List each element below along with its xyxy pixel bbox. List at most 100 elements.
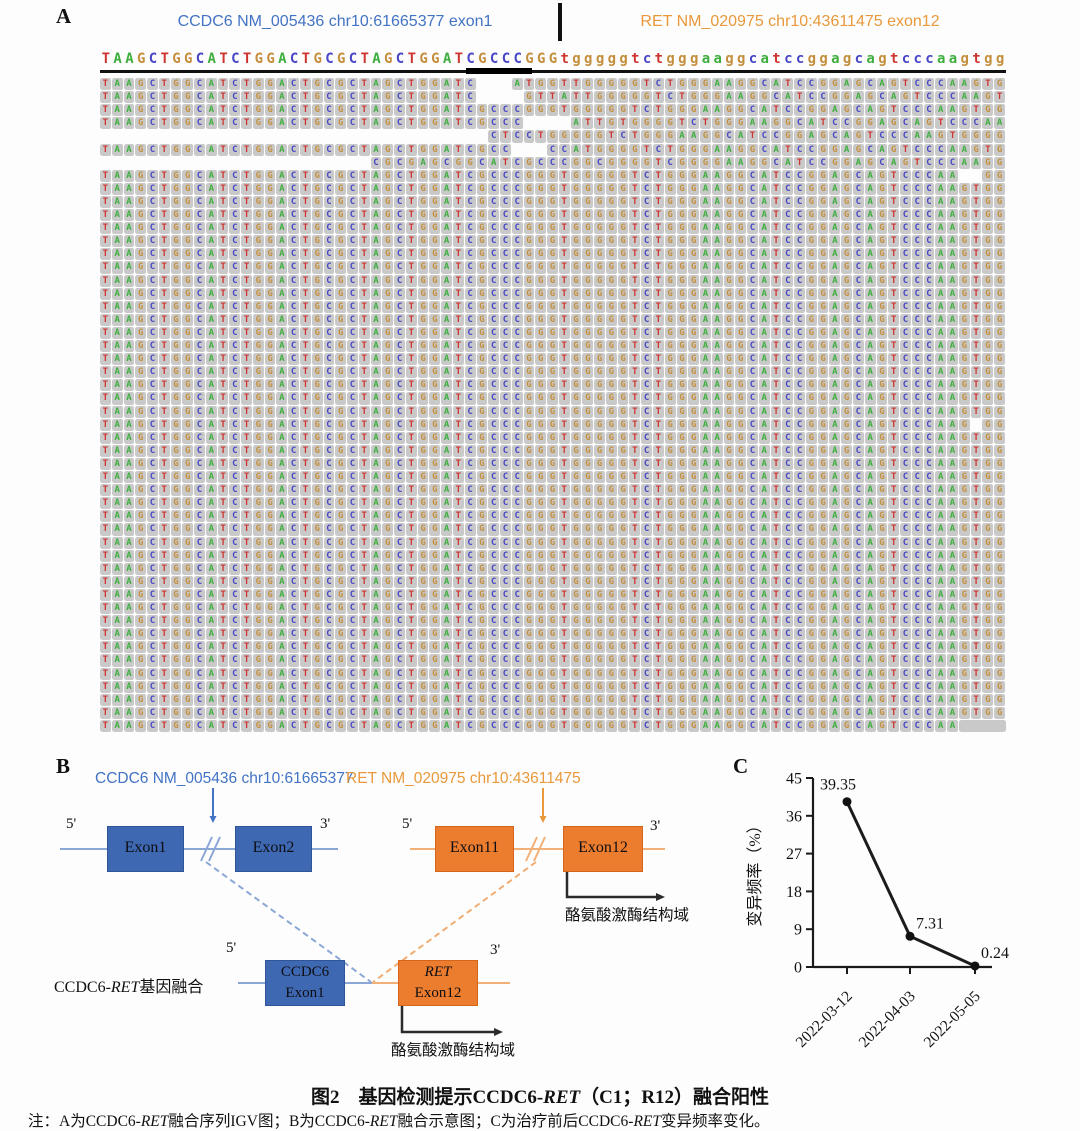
- three-prime-label: 3': [650, 818, 661, 834]
- consensus-base: G: [525, 51, 534, 67]
- consensus-base: a: [937, 51, 946, 67]
- ret-transcript-label: RET NM_020975 chr10:43611475 exon12: [640, 13, 940, 30]
- consensus-base: G: [172, 51, 181, 67]
- consensus-base: g: [984, 51, 993, 67]
- five-prime-label: 5': [402, 816, 413, 832]
- exon1-box: Exon1: [107, 826, 184, 872]
- kinase-arrowhead-top: [656, 893, 665, 901]
- consensus-base: G: [384, 51, 393, 67]
- y-axis-label: 变异频率（%）: [746, 817, 764, 926]
- ret-breakpoint-arrowhead: [539, 816, 547, 823]
- consensus-base: G: [254, 51, 264, 67]
- kinase-domain-arrow-bottom: [400, 1006, 494, 1034]
- three-prime-label: 3': [490, 942, 501, 958]
- consensus-base: g: [584, 51, 593, 67]
- panel-b-label: B: [56, 754, 71, 778]
- y-tick-label: 45: [786, 771, 802, 788]
- consensus-base: T: [219, 51, 228, 67]
- data-point: [842, 797, 852, 807]
- consensus-base: c: [748, 51, 758, 67]
- consensus-base: a: [866, 51, 875, 67]
- kinase-domain-arrow-top: [565, 872, 656, 899]
- consensus-base: a: [948, 51, 958, 67]
- consensus-base: T: [301, 51, 311, 67]
- consensus-base: a: [760, 51, 769, 67]
- consensus-base: a: [831, 51, 840, 67]
- fusion-diagram-lines: [60, 788, 665, 1036]
- fusion-ret-exon12-box: RET Exon12: [398, 960, 478, 1006]
- ccdc6-diagram-label: CCDC6 NM_005436 chr10:61665377: [95, 770, 354, 787]
- consensus-base: C: [231, 51, 240, 67]
- five-prime-label: 5': [66, 816, 77, 832]
- consensus-base: C: [395, 51, 405, 67]
- consensus-base: g: [572, 51, 581, 67]
- consensus-base: c: [642, 51, 652, 67]
- figure-note: 注：A为CCDC6-RET融合序列IGV图；B为CCDC6-RET融合示意图；C…: [28, 1113, 770, 1130]
- y-tick-label: 18: [786, 884, 802, 901]
- consensus-base: G: [419, 51, 428, 67]
- consensus-base: C: [325, 51, 334, 67]
- consensus-base: T: [407, 51, 416, 67]
- consensus-base: A: [207, 51, 216, 67]
- consensus-base: A: [278, 51, 287, 67]
- figure-caption: 图2 基因检测提示CCDC6-RET（C1；R12）融合阳性: [310, 1087, 770, 1108]
- ccdc6-break-mark: [208, 836, 221, 862]
- consensus-base: c: [925, 51, 934, 67]
- panel-c-label: C: [733, 754, 749, 778]
- x-tick-label: 2022-03-12: [793, 988, 856, 1051]
- kinase-domain-label-bottom: 酪氨酸激酶结构域: [390, 1042, 515, 1059]
- breakpoint-underline: [466, 68, 532, 74]
- consensus-base: g: [737, 51, 746, 67]
- data-point-label: 0.24: [981, 945, 1009, 962]
- consensus-base: t: [560, 51, 569, 67]
- ret-diagram-label: RET NM_020975 chr10:43611475: [346, 770, 581, 787]
- consensus-base: g: [878, 51, 887, 67]
